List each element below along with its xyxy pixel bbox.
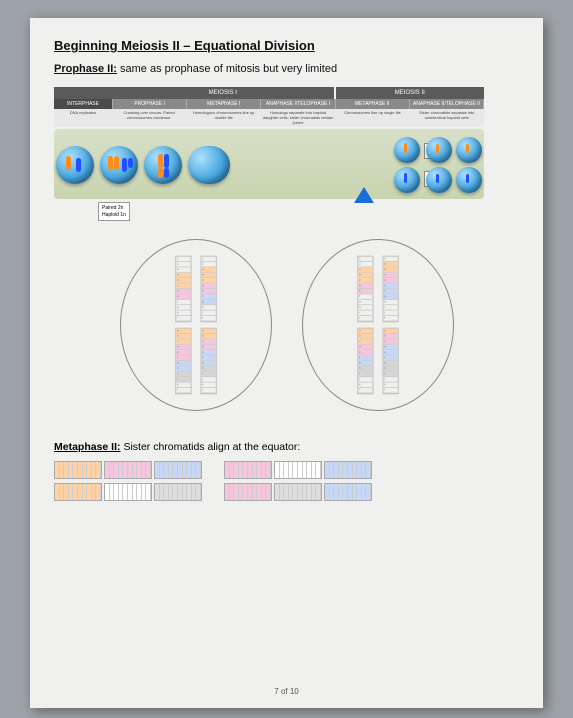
cell-telo2 <box>456 137 482 163</box>
chrom-bar <box>154 461 202 479</box>
phase-group-row: MEIOSIS I MEIOSIS II <box>54 87 484 99</box>
phase-group-right: MEIOSIS II <box>336 87 484 99</box>
phase-header: PROPHASE I <box>113 99 187 109</box>
cell-anaphase1 <box>188 146 230 184</box>
phase-desc: Sister chromatids separate into nonident… <box>410 109 484 127</box>
prophase-label: Prophase II: <box>54 63 117 75</box>
chrom-bar <box>224 483 272 501</box>
phase-diagram: MEIOSIS I MEIOSIS II INTERPHASE PROPHASE… <box>54 87 484 199</box>
cell-meta2-b <box>394 167 420 193</box>
karyo-col: 123abc defghi <box>175 256 191 323</box>
metaphase2-section: Metaphase II: Sister chromatids align at… <box>54 441 519 501</box>
chrom-bar <box>324 461 372 479</box>
oval-left: 123abc defghi 12abcd efghij abcdef ghijk… <box>120 239 272 411</box>
legend-line: Haploid 1n <box>102 212 126 219</box>
chrom-bar <box>104 483 152 501</box>
page-number: 7 of 10 <box>30 687 543 696</box>
phase-header: METAPHASE II <box>336 99 410 109</box>
oval-right: 12abcd efghij 1abcde fghijk abcdef ghijk… <box>302 239 454 411</box>
chrom-bar <box>224 461 272 479</box>
phase-desc: Homologous chromosomes line up double fi… <box>186 109 260 127</box>
chrom-bar <box>324 483 372 501</box>
arrow-icon <box>354 187 374 203</box>
bar-row <box>54 461 519 479</box>
cell-telo2 <box>456 167 482 193</box>
phase-header: METAPHASE I <box>187 99 261 109</box>
cell-telo2 <box>426 167 452 193</box>
phase-header: ANAPHASE II/TELOPHASE II <box>410 99 484 109</box>
bar-row <box>54 483 519 501</box>
phase-desc: Homologs separate into haploid daughter … <box>261 109 335 127</box>
metaphase2-desc: Sister chromatids align at the equator: <box>123 441 300 453</box>
karyo-col: abcdef ghijkl <box>200 328 216 395</box>
chrom-bar <box>54 461 102 479</box>
phase-header-row: INTERPHASE PROPHASE I METAPHASE I ANAPHA… <box>54 99 484 109</box>
legend-line: Paired 2n <box>102 205 126 212</box>
metaphase2-label: Metaphase II: <box>54 441 121 453</box>
phase-header: INTERPHASE <box>54 99 113 109</box>
karyo-col: 1abcde fghijk <box>382 256 398 323</box>
karyotype: 123abc defghi 12abcd efghij abcdef ghijk… <box>175 256 216 395</box>
cell-meta2-a <box>394 137 420 163</box>
cells-strip: 2N, N 2N, N Paired 2n Haploid 1n <box>54 129 484 199</box>
phase-desc: Crossing over occurs. Paired chromosomes… <box>112 109 186 127</box>
legend-box: Paired 2n Haploid 1n <box>98 202 130 221</box>
page-title: Beginning Meiosis II – Equational Divisi… <box>54 38 519 53</box>
page: Beginning Meiosis II – Equational Divisi… <box>30 18 543 708</box>
karyo-col: abcdef ghijkl <box>357 328 373 395</box>
karyo-col: abcdef ghijkl <box>382 328 398 395</box>
prophase-heading: Prophase II: same as prophase of mitosis… <box>54 63 519 75</box>
karyotype: 12abcd efghij 1abcde fghijk abcdef ghijk… <box>357 256 398 395</box>
chrom-bar <box>54 483 102 501</box>
cell-metaphase1 <box>144 146 182 184</box>
chrom-bar <box>274 461 322 479</box>
chrom-bar <box>104 461 152 479</box>
metaphase2-heading: Metaphase II: Sister chromatids align at… <box>54 441 519 453</box>
cell-telo2 <box>426 137 452 163</box>
karyo-col: 12abcd efghij <box>200 256 216 323</box>
metaphase2-bars <box>54 461 519 501</box>
phase-group-left: MEIOSIS I <box>112 87 334 99</box>
phase-desc: DNA replicates <box>54 109 112 127</box>
prophase-desc: same as prophase of mitosis but very lim… <box>120 63 337 75</box>
ovals-area: 123abc defghi 12abcd efghij abcdef ghijk… <box>54 239 519 411</box>
karyo-col: 12abcd efghij <box>357 256 373 323</box>
phase-desc-row: DNA replicates Crossing over occurs. Pai… <box>54 109 484 127</box>
phase-spacer <box>54 87 112 99</box>
phase-desc: Chromosomes line up single file <box>335 109 409 127</box>
chrom-bar <box>274 483 322 501</box>
cell-interphase <box>56 146 94 184</box>
karyo-col: abcdef ghijkl <box>175 328 191 395</box>
chrom-bar <box>154 483 202 501</box>
phase-header: ANAPHASE I/TELOPHASE I <box>261 99 335 109</box>
cell-prophase1 <box>100 146 138 184</box>
